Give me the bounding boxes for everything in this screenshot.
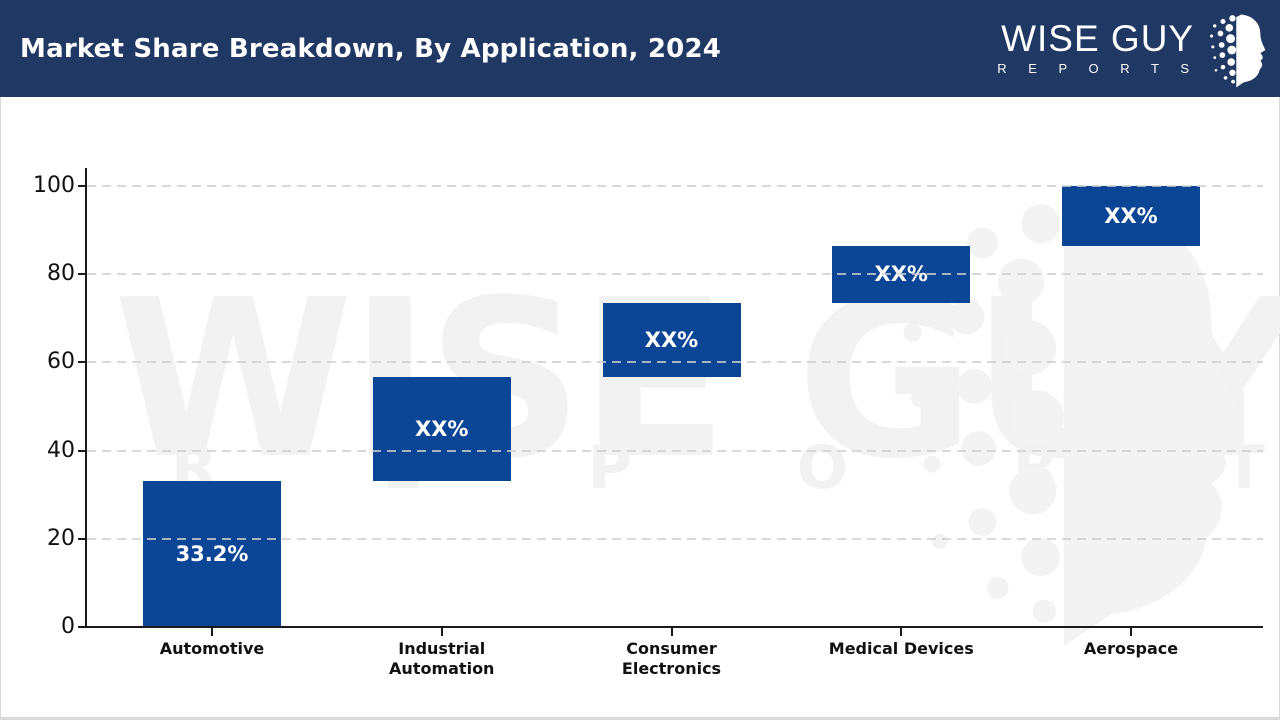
x-tick bbox=[670, 628, 673, 636]
x-category-label: Industrial Automation bbox=[389, 639, 495, 678]
y-tick-label: 100 bbox=[33, 173, 75, 198]
y-tick bbox=[78, 626, 85, 628]
logo-subtitle: R E P O R T S bbox=[997, 61, 1198, 76]
gridline bbox=[87, 185, 1263, 187]
x-category-label: Automotive bbox=[159, 639, 265, 658]
bar-segment: XX% bbox=[1062, 186, 1200, 246]
y-tick bbox=[78, 537, 85, 540]
x-tick bbox=[1130, 628, 1132, 636]
gridline bbox=[87, 537, 1263, 540]
y-tick-label: 80 bbox=[47, 261, 75, 287]
y-axis-line bbox=[85, 168, 87, 628]
bar-value-label: XX% bbox=[644, 327, 699, 352]
y-tick-label: 20 bbox=[47, 525, 75, 551]
brand-logo: WISE GUY R E P O R T S bbox=[997, 6, 1270, 92]
page-title: Market Share Breakdown, By Application, … bbox=[20, 33, 722, 64]
bar-value-label: 33.2% bbox=[175, 541, 249, 566]
logo-head-icon bbox=[1210, 14, 1266, 88]
gridline bbox=[87, 449, 1263, 452]
x-category-label: Aerospace bbox=[1083, 639, 1179, 658]
y-tick bbox=[78, 273, 85, 276]
bar-segment: XX% bbox=[602, 302, 741, 377]
logo-wordmark: WISE GUY bbox=[1001, 18, 1195, 59]
bar-segment: 33.2% bbox=[143, 480, 281, 627]
gridline bbox=[87, 273, 1263, 276]
y-tick bbox=[78, 449, 85, 452]
x-axis-line bbox=[85, 626, 1263, 628]
gridline bbox=[87, 361, 1263, 364]
x-category-label: Medical Devices bbox=[828, 639, 974, 658]
header: Market Share Breakdown, By Application, … bbox=[0, 0, 1280, 97]
y-tick-label: 40 bbox=[47, 437, 75, 463]
bar-value-label: XX% bbox=[415, 416, 469, 441]
bar-value-label: XX% bbox=[1104, 203, 1158, 228]
bar-segment: XX% bbox=[372, 376, 511, 481]
x-tick bbox=[211, 628, 213, 636]
x-category-label: Consumer Electronics bbox=[621, 639, 722, 678]
x-tick bbox=[440, 628, 443, 636]
logo-text: WISE GUY R E P O R T S bbox=[997, 18, 1198, 77]
y-tick-label: 60 bbox=[47, 349, 75, 375]
y-tick-label: 0 bbox=[61, 614, 75, 639]
x-tick bbox=[900, 628, 903, 636]
y-tick bbox=[78, 361, 85, 364]
y-tick bbox=[78, 185, 85, 187]
